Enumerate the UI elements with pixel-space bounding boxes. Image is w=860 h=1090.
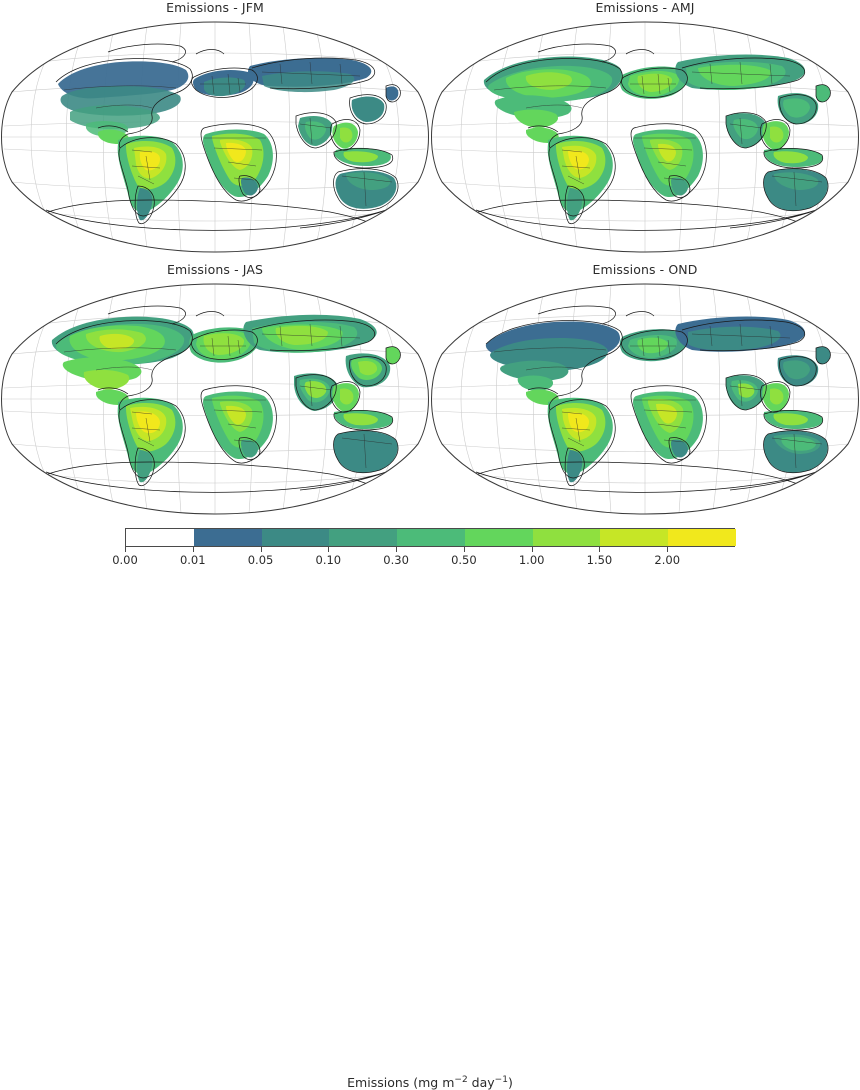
map-jas <box>0 278 430 520</box>
map-amj <box>430 16 860 258</box>
colorbar-exp-area: −2 <box>454 1074 468 1085</box>
colorbar-segment-8 <box>668 529 736 546</box>
colorbar-tick-label-1: 0.01 <box>179 553 206 567</box>
colorbar <box>125 528 736 547</box>
map-jfm <box>0 16 430 258</box>
emission-field <box>58 58 399 221</box>
coastlines <box>45 43 401 231</box>
globe-outline <box>431 21 859 253</box>
colorbar-tick-8 <box>667 547 669 552</box>
colorbar-tick-4 <box>396 547 398 552</box>
panel-ond: Emissions - OND <box>430 262 860 524</box>
colorbar-tick-labels: 0.00 0.01 0.05 0.10 0.30 0.50 1.00 1.50 2.00 <box>0 553 860 569</box>
colorbar-segment-2 <box>261 529 330 546</box>
colorbar-tick-label-3: 0.10 <box>315 553 342 567</box>
country-borders <box>63 61 393 207</box>
colorbar-segment-7 <box>600 529 669 546</box>
colorbar-tick-label-0: 0.00 <box>112 553 138 567</box>
coastlines <box>475 305 831 493</box>
panel-amj: Emissions - AMJ <box>430 0 860 262</box>
colorbar-axis-label-suffix: ) <box>507 1075 513 1090</box>
colorbar-segment-6 <box>532 529 601 546</box>
globe-outline <box>1 283 429 515</box>
map-svg-ond <box>431 283 859 515</box>
colorbar-tick-6 <box>531 547 533 552</box>
country-borders <box>493 61 823 207</box>
panel-title-jfm: Emissions - JFM <box>166 0 264 15</box>
country-borders <box>493 323 823 469</box>
emission-field <box>51 314 401 483</box>
colorbar-axis-label-prefix: Emissions (mg m <box>347 1075 455 1090</box>
map-svg-jas <box>1 283 429 515</box>
colorbar-axis-label: Emissions (mg m−2 day−1) <box>0 1075 860 1090</box>
globe-outline <box>1 21 429 253</box>
colorbar-segment-1 <box>193 529 262 546</box>
colorbar-tick-2 <box>260 547 262 552</box>
colorbar-ticks <box>125 547 735 554</box>
colorbar-tick-label-2: 0.05 <box>247 553 274 567</box>
panel-title-ond: Emissions - OND <box>592 262 698 277</box>
colorbar-tick-label-4: 0.30 <box>383 553 409 567</box>
map-svg-amj <box>431 21 859 253</box>
colorbar-tick-label-6: 1.00 <box>518 553 545 567</box>
colorbar-tick-5 <box>463 547 465 552</box>
panel-title-jas: Emissions - JAS <box>166 262 264 277</box>
globe-outline <box>431 283 859 515</box>
colorbar-tick-0 <box>125 547 126 552</box>
colorbar-axis-label-mid: day <box>467 1075 495 1090</box>
colorbar-tick-label-8: 2.00 <box>654 553 681 567</box>
coastlines <box>475 43 831 231</box>
map-ond <box>430 278 860 520</box>
colorbar-exp-time: −1 <box>494 1074 508 1085</box>
map-svg-jfm <box>1 21 429 253</box>
colorbar-segment-0 <box>126 529 194 546</box>
coastlines <box>45 305 401 493</box>
country-borders <box>63 323 393 469</box>
emission-field <box>485 316 831 483</box>
colorbar-segment-5 <box>464 529 533 546</box>
colorbar-segment-3 <box>329 529 398 546</box>
panel-title-amj: Emissions - AMJ <box>595 0 695 15</box>
emission-field <box>483 54 831 221</box>
colorbar-tick-3 <box>328 547 330 552</box>
panel-jas: Emissions - JAS <box>0 262 430 524</box>
colorbar-tick-label-5: 0.50 <box>451 553 477 567</box>
colorbar-segment-4 <box>397 529 465 546</box>
colorbar-tick-7 <box>599 547 601 552</box>
colorbar-tick-1 <box>192 547 194 552</box>
panel-jfm: Emissions - JFM <box>0 0 430 262</box>
colorbar-tick-label-7: 1.50 <box>586 553 613 567</box>
colorbar-block: 0.00 0.01 0.05 0.10 0.30 0.50 1.00 1.50 2.00 Emi… <box>0 515 860 1090</box>
